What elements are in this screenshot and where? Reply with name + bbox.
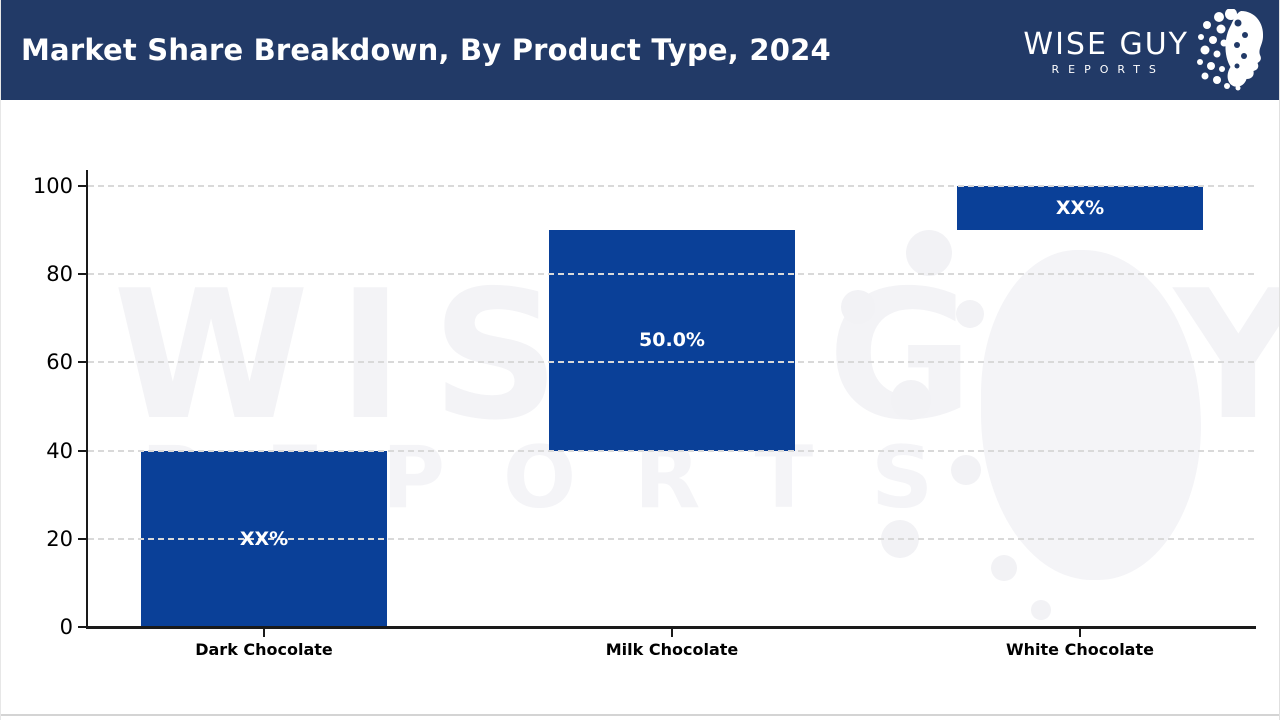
x-tick-mark bbox=[263, 629, 265, 637]
gridline bbox=[88, 185, 1254, 187]
x-axis-line bbox=[86, 626, 1256, 629]
watermark-dot bbox=[991, 555, 1017, 581]
gridline bbox=[88, 273, 1254, 276]
x-category-label: White Chocolate bbox=[1006, 640, 1154, 659]
y-tick-label: 40 bbox=[46, 438, 73, 463]
watermark-face-blob bbox=[981, 250, 1201, 580]
y-tick-mark bbox=[78, 626, 86, 628]
header-bar: Market Share Breakdown, By Product Type,… bbox=[1, 0, 1279, 100]
logo-subtitle: REPORTS bbox=[1051, 62, 1165, 76]
watermark-dot bbox=[891, 380, 931, 420]
watermark-dot bbox=[906, 230, 952, 276]
gridline bbox=[88, 361, 1254, 364]
x-tick-mark bbox=[671, 629, 673, 637]
y-tick-mark bbox=[78, 185, 86, 187]
bottom-border bbox=[1, 714, 1279, 716]
y-tick-label: 80 bbox=[46, 262, 73, 287]
watermark-dot bbox=[1031, 600, 1051, 620]
y-tick-label: 100 bbox=[32, 174, 73, 198]
y-tick-label: 0 bbox=[59, 615, 73, 639]
watermark-dot bbox=[951, 455, 981, 485]
watermark-dot bbox=[956, 300, 984, 328]
gridline bbox=[88, 537, 1254, 540]
wise-guy-logo: WISE GUY REPORTS bbox=[1023, 8, 1265, 92]
x-category-label: Milk Chocolate bbox=[605, 640, 739, 659]
bar-value-label: XX% bbox=[239, 527, 289, 550]
logo-text: WISE GUY REPORTS bbox=[1023, 26, 1189, 76]
y-tick-mark bbox=[78, 537, 86, 540]
chart-title: Market Share Breakdown, By Product Type,… bbox=[21, 33, 831, 67]
y-tick-mark bbox=[78, 449, 86, 452]
plot-area: XX% 50.0% XX% 0 20 40 60 80 100 Dark Chocolate M… bbox=[1, 100, 1279, 660]
x-category-label: Dark Chocolate bbox=[195, 640, 333, 659]
gridline bbox=[88, 449, 1254, 452]
y-tick-label: 60 bbox=[46, 350, 73, 375]
bar-milk-chocolate bbox=[549, 230, 795, 451]
x-tick-mark bbox=[1079, 629, 1081, 637]
y-tick-mark bbox=[78, 273, 86, 276]
wise-guy-face-icon bbox=[1197, 9, 1264, 91]
bar-value-label: XX% bbox=[1055, 197, 1105, 220]
watermark-dot bbox=[841, 290, 875, 324]
bar-value-label: 50.0% bbox=[639, 329, 705, 352]
bar-white-chocolate bbox=[957, 186, 1203, 231]
y-tick-label: 20 bbox=[46, 526, 73, 551]
logo-wordmark: WISE GUY bbox=[1023, 26, 1189, 62]
y-tick-mark bbox=[78, 361, 86, 364]
y-axis-line bbox=[86, 170, 88, 627]
